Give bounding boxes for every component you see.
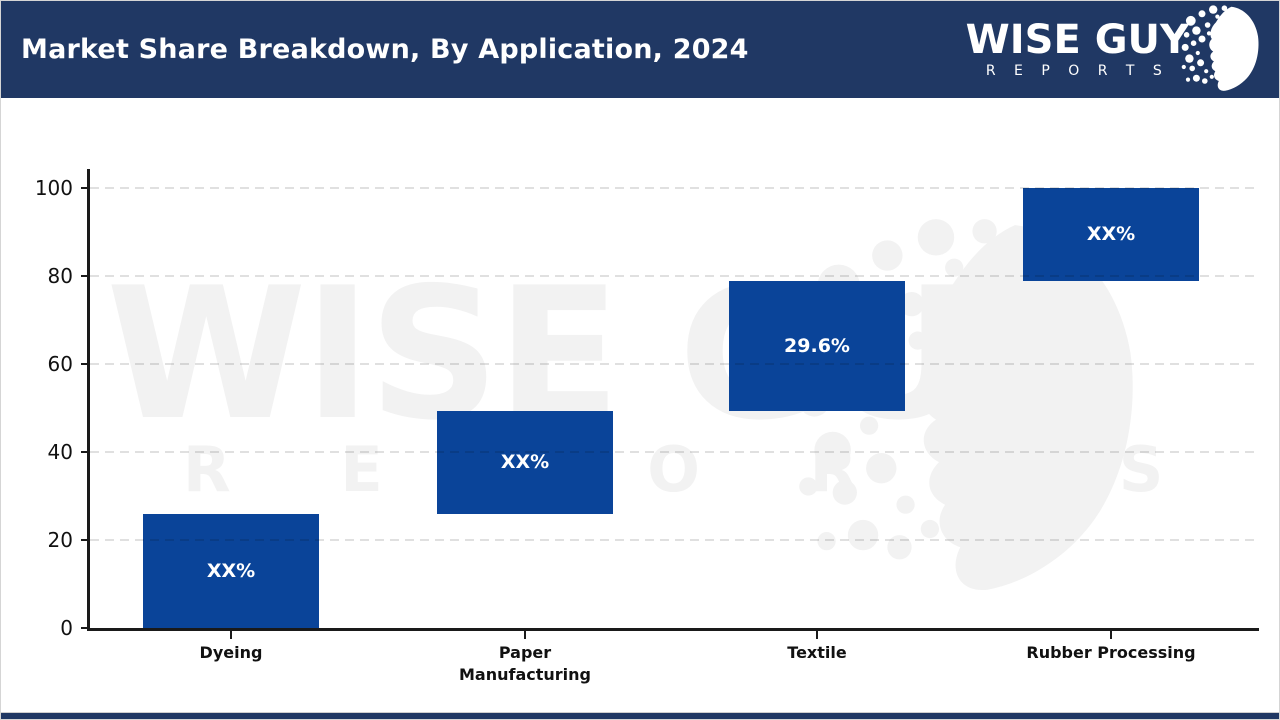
x-axis bbox=[87, 628, 1259, 631]
dotted-head-logo-icon bbox=[1181, 4, 1265, 95]
x-tick-label: Rubber Processing bbox=[1026, 643, 1196, 662]
x-tick-label: Textile bbox=[787, 643, 847, 662]
x-tick-mark bbox=[816, 631, 818, 639]
gridline-20 bbox=[90, 539, 1259, 541]
y-tick-mark bbox=[81, 539, 89, 541]
bar-3 bbox=[729, 280, 905, 412]
y-tick-label: 20 bbox=[47, 528, 73, 552]
x-tick-mark bbox=[1110, 631, 1112, 639]
gridline-100 bbox=[90, 187, 1259, 189]
bar-4 bbox=[1023, 188, 1199, 281]
y-tick-mark bbox=[81, 187, 89, 189]
bar-value-label: XX% bbox=[500, 451, 550, 474]
y-tick-mark bbox=[81, 627, 89, 629]
header-bar: Market Share Breakdown, By Application, … bbox=[1, 1, 1279, 98]
bar-2 bbox=[437, 411, 613, 514]
footer-hairline bbox=[1, 712, 1279, 713]
y-tick-mark bbox=[81, 363, 89, 365]
gridline-80 bbox=[90, 275, 1259, 277]
y-tick-label: 80 bbox=[47, 264, 73, 288]
gridline-60 bbox=[90, 363, 1259, 365]
gridline-40 bbox=[90, 451, 1259, 453]
x-tick-label: Paper Manufacturing bbox=[459, 643, 591, 684]
x-tick-label: Dyeing bbox=[199, 643, 263, 662]
y-tick-label: 60 bbox=[47, 352, 73, 376]
bar-value-label: 29.6% bbox=[784, 334, 850, 357]
brand-logo: WISE GUY R E P O R T S bbox=[966, 4, 1265, 95]
brand-subtitle: R E P O R T S bbox=[985, 63, 1169, 79]
x-tick-mark bbox=[524, 631, 526, 639]
chart-title: Market Share Breakdown, By Application, … bbox=[21, 34, 749, 65]
y-tick-mark bbox=[81, 275, 89, 277]
y-tick-label: 100 bbox=[34, 176, 73, 200]
y-axis bbox=[87, 169, 90, 631]
y-tick-label: 0 bbox=[60, 616, 73, 640]
brand-name: WISE GUY bbox=[965, 17, 1189, 63]
bar-value-label: XX% bbox=[1086, 223, 1136, 246]
bar-value-label: XX% bbox=[206, 559, 256, 582]
brand-text: WISE GUY R E P O R T S bbox=[966, 20, 1189, 79]
bar-1 bbox=[143, 513, 319, 628]
x-tick-mark bbox=[230, 631, 232, 639]
y-tick-label: 40 bbox=[47, 440, 73, 464]
y-tick-mark bbox=[81, 451, 89, 453]
footer-bar bbox=[1, 713, 1279, 719]
